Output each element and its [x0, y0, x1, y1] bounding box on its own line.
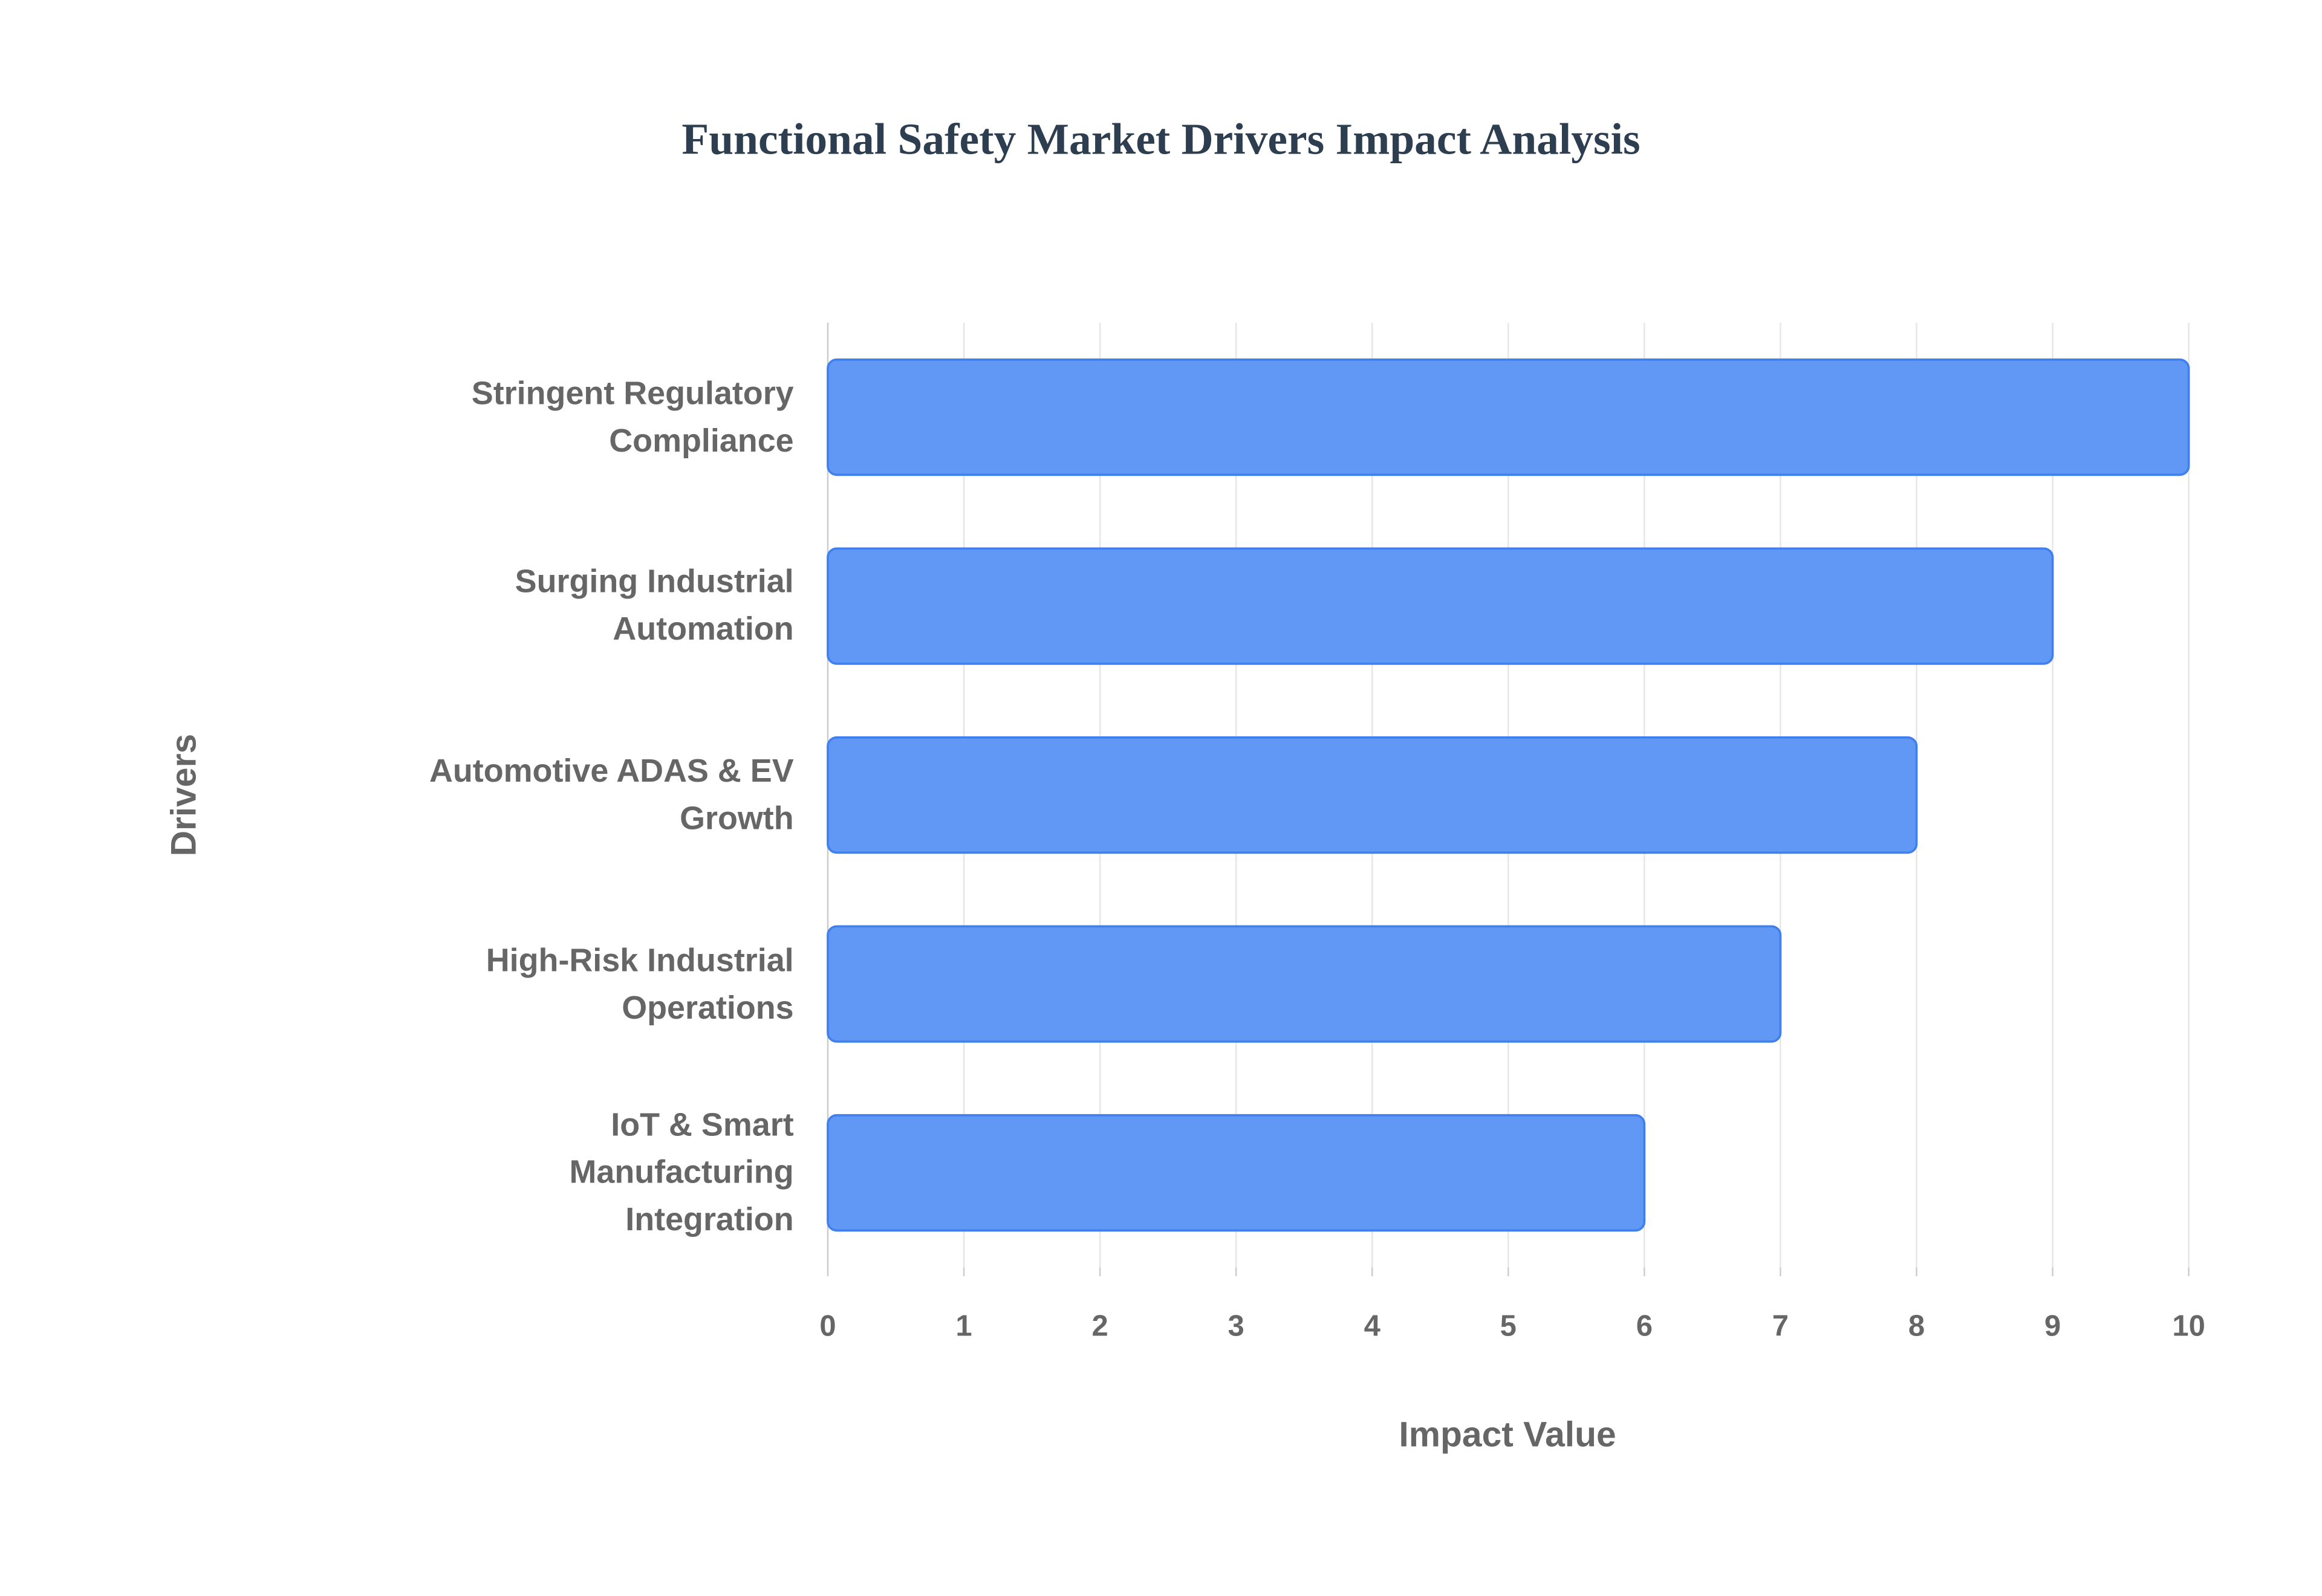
y-tick-label-box: High-Risk Industrial Operations [486, 941, 794, 1026]
bar [827, 736, 1918, 854]
y-tick-label: Surging Industrial Automation [515, 563, 794, 648]
bar [827, 925, 1782, 1043]
y-tick-label-box: Stringent Regulatory Compliance [471, 374, 794, 459]
bar [827, 547, 2054, 665]
x-tick-label: 4 [1364, 1310, 1381, 1343]
y-tick-label-box: IoT & Smart Manufacturing Integration [569, 1106, 794, 1238]
x-tick-label: 0 [819, 1310, 836, 1343]
y-tick-label: Stringent Regulatory Compliance [471, 374, 794, 459]
bar [827, 1114, 1646, 1232]
x-tick-label: 9 [2044, 1310, 2061, 1343]
x-tick-label: 8 [1908, 1310, 1925, 1343]
x-tick-label: 3 [1228, 1310, 1244, 1343]
y-tick-label-box: Surging Industrial Automation [515, 563, 794, 648]
y-tick-label: IoT & Smart Manufacturing Integration [569, 1106, 794, 1238]
x-tick-label: 7 [1772, 1310, 1789, 1343]
chart-title: Functional Safety Market Drivers Impact … [681, 115, 1640, 164]
y-axis-title: Drivers [164, 734, 203, 857]
x-tick-label: 1 [955, 1310, 972, 1343]
y-tick-label: High-Risk Industrial Operations [486, 941, 794, 1026]
x-axis-title: Impact Value [1399, 1415, 1616, 1455]
x-tick-label: 6 [1636, 1310, 1653, 1343]
bar [827, 358, 2190, 476]
x-tick-label: 2 [1091, 1310, 1108, 1343]
x-tick-label: 5 [1500, 1310, 1517, 1343]
x-tick-label: 10 [2172, 1310, 2205, 1343]
y-tick-label: Automotive ADAS & EV Growth [429, 752, 794, 837]
y-tick-label-box: Automotive ADAS & EV Growth [429, 752, 794, 837]
